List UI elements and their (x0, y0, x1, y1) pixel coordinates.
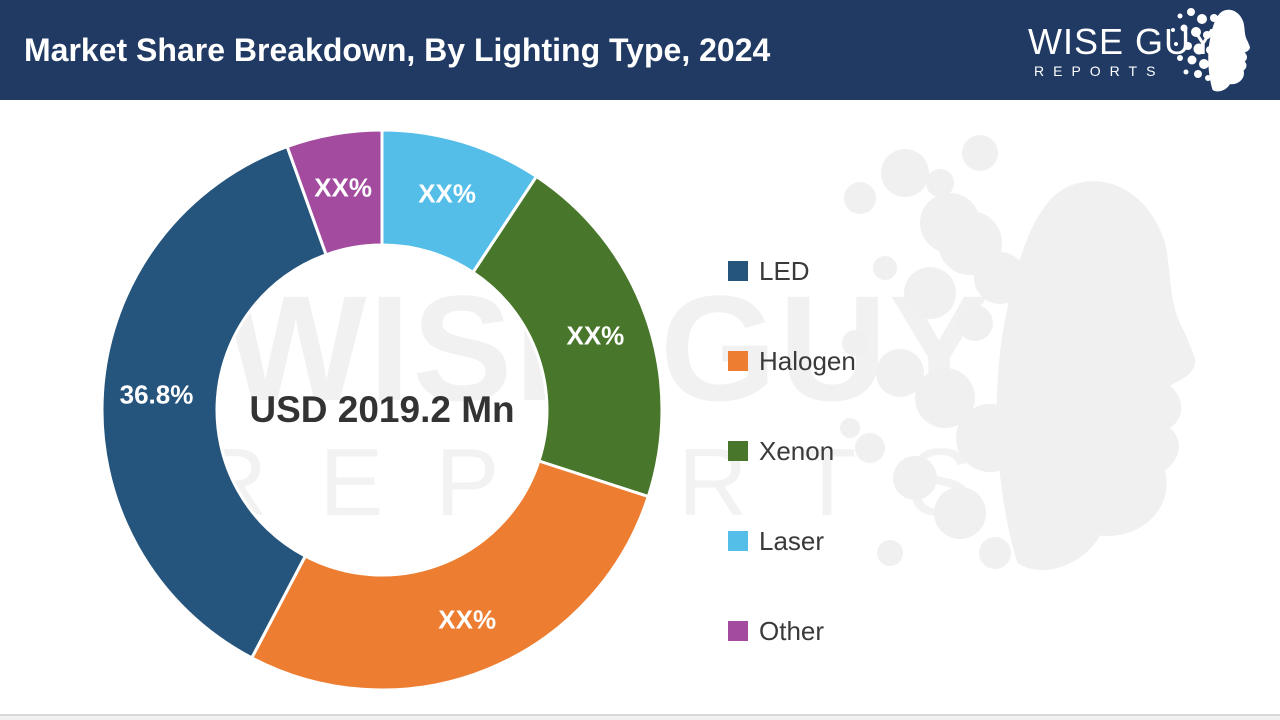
bottom-band (0, 716, 1280, 720)
slice-label-led: 36.8% (120, 379, 194, 409)
donut-slice-xenon (471, 174, 664, 499)
legend-item-xenon: Xenon (728, 438, 856, 464)
legend-swatch-other (728, 621, 748, 641)
chart-center-value: USD 2019.2 Mn (249, 389, 515, 430)
slice-label-halogen: XX% (438, 604, 496, 634)
logo-wordmark-text: WISE GUY (1028, 21, 1216, 62)
legend: LED Halogen Xenon Laser Other (728, 258, 856, 708)
watermark-face-icon (840, 135, 1196, 571)
wise-guy-reports-logo: WISE GUY REPORTS (1028, 8, 1250, 92)
legend-label: Halogen (759, 346, 856, 376)
legend-item-halogen: Halogen (728, 348, 856, 374)
logo-sub-text: REPORTS (1034, 63, 1164, 79)
legend-label: Other (759, 616, 825, 646)
donut-slice-led (100, 145, 328, 660)
bottom-divider (0, 714, 1280, 716)
legend-swatch-laser (728, 531, 748, 551)
legend-swatch-xenon (728, 441, 748, 461)
page-title: Market Share Breakdown, By Lighting Type… (24, 32, 771, 68)
donut-slice-other (285, 128, 384, 257)
header-bar: Market Share Breakdown, By Lighting Type… (0, 0, 1280, 100)
legend-item-laser: Laser (728, 528, 856, 554)
legend-label: LED (759, 256, 810, 286)
legend-label: Laser (759, 526, 825, 556)
slice-label-other: XX% (314, 172, 372, 202)
legend-label: Xenon (759, 436, 835, 466)
donut-chart: XX% XX% XX% 36.8% XX% (100, 128, 664, 692)
legend-item-other: Other (728, 618, 856, 644)
slice-label-laser: XX% (418, 179, 476, 209)
legend-swatch-led (728, 261, 748, 281)
donut-slice-halogen (250, 459, 650, 692)
legend-item-led: LED (728, 258, 856, 284)
legend-swatch-halogen (728, 351, 748, 371)
slice-label-xenon: XX% (566, 321, 624, 351)
